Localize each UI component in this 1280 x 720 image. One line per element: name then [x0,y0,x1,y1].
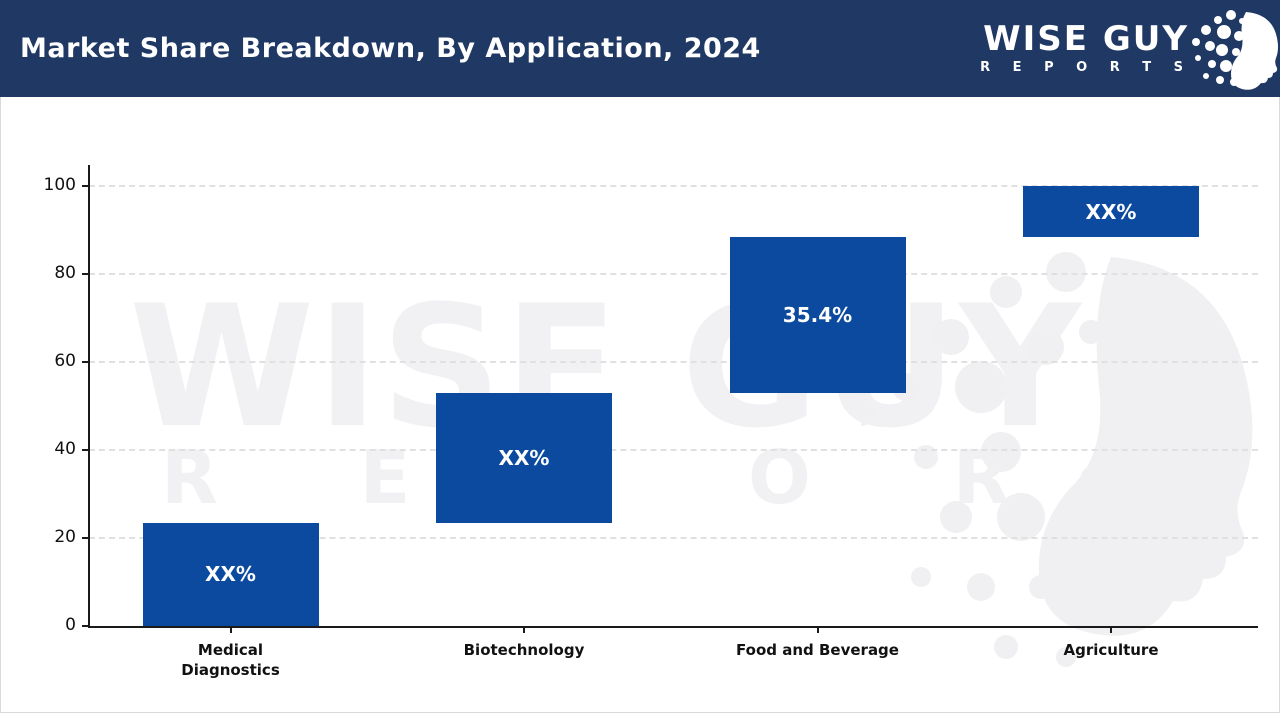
bar-biotechnology: XX% [436,392,612,523]
x-axis-tick [523,628,525,633]
brand-subtitle: R E P O R T S [980,59,1192,75]
bar-medical-diagnostics: XX% [142,522,319,626]
gridline [89,185,1258,187]
bar-value-label: 35.4% [782,302,853,327]
y-axis-tick-label: 40 [54,439,76,459]
page-title: Market Share Breakdown, By Application, … [20,33,761,64]
gridline [89,361,1258,363]
y-axis-tick-label: 0 [65,615,76,635]
watermark-face-icon [861,252,1253,667]
bar-value-label: XX% [205,562,256,587]
x-axis-line [88,626,1258,628]
y-axis-tick-label: 60 [54,351,76,371]
bar-agriculture: XX% [1023,186,1199,238]
bar-food-and-beverage: 35.4% [729,237,906,393]
gridline [89,273,1258,275]
y-axis-tick [82,449,88,451]
x-axis-tick [816,628,819,633]
y-axis-tick [82,625,88,627]
brand-name: WISE GUY [983,19,1189,59]
y-axis-tick [82,537,88,539]
header-bar: Market Share Breakdown, By Application, … [0,0,1280,97]
x-axis-tick [1110,628,1112,633]
y-axis-line [88,165,90,628]
logo-face-icon [1192,10,1278,90]
y-axis-tick-label: 20 [54,527,76,547]
brand-wordmark: WISE GUY R E P O R T S [980,19,1192,75]
y-axis-tick-label: 100 [43,175,76,195]
bar-value-label: XX% [498,445,550,470]
x-axis-tick [229,628,232,633]
y-axis-tick [82,361,88,363]
bar-value-label: XX% [1085,199,1137,224]
gridline [89,537,1258,539]
y-axis-tick-label: 80 [54,263,76,283]
x-axis-category-label: Medical Diagnostics [181,641,280,680]
gridline [89,449,1258,451]
x-axis-category-label: Biotechnology [463,641,585,659]
brand-logo: WISE GUY R E P O R T S [980,8,1280,92]
y-axis-tick [82,185,88,187]
x-axis-category-label: Agriculture [1063,641,1159,659]
x-axis-category-label: Food and Beverage [736,641,899,659]
y-axis-tick [82,273,88,275]
